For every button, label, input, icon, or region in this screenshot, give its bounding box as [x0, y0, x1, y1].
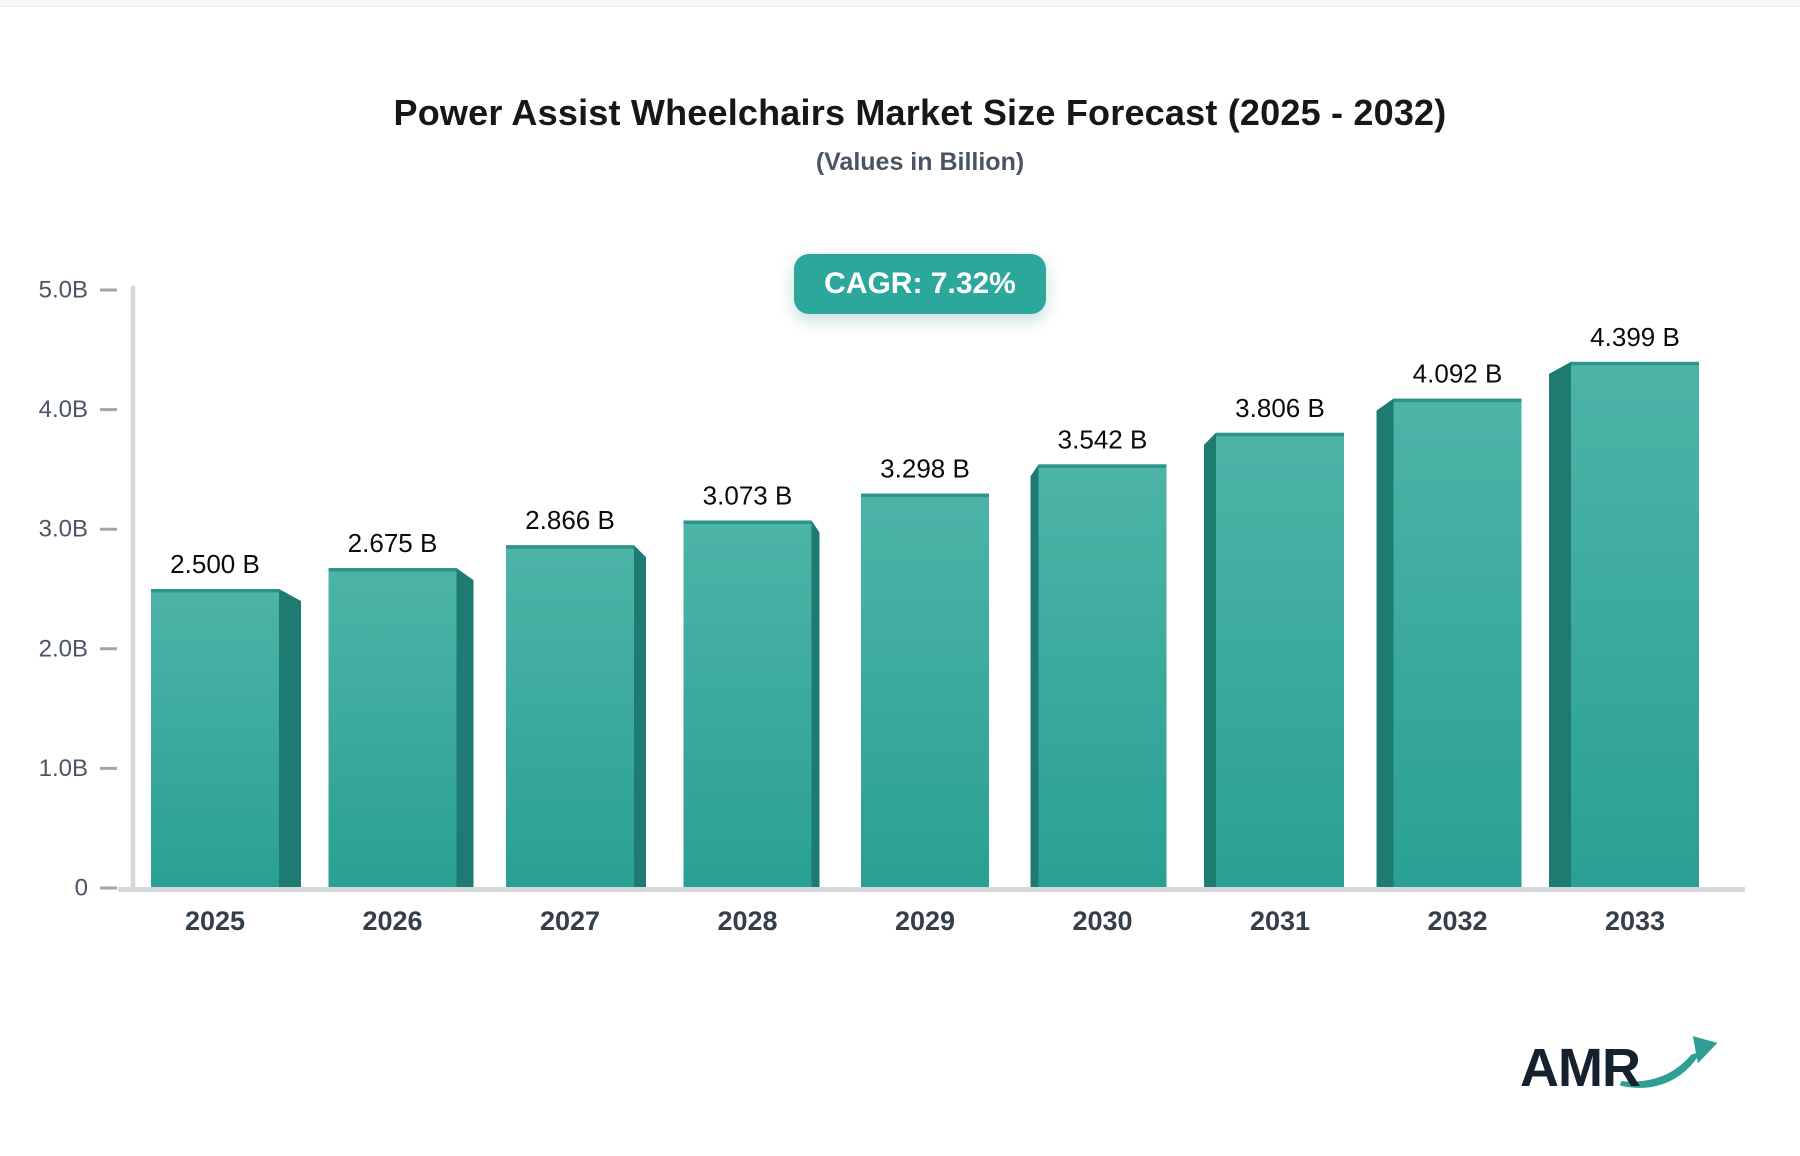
x-axis-label: 2030 [1072, 906, 1132, 936]
x-axis-label: 2025 [185, 906, 245, 936]
bar [328, 568, 457, 888]
bar-side-face [456, 568, 474, 888]
growth-arrow-icon [1619, 1036, 1718, 1088]
x-axis-label: 2033 [1605, 906, 1665, 936]
x-axis-label: 2031 [1250, 906, 1310, 936]
bar-top-edge [328, 568, 457, 572]
bar-value-label: 2.866 B [525, 505, 615, 535]
x-axis-label: 2026 [362, 906, 422, 936]
y-tick-label: 2.0B [39, 635, 88, 662]
bar-top-edge [151, 589, 279, 593]
chart-title: Power Assist Wheelchairs Market Size For… [393, 92, 1447, 133]
x-axis-label: 2028 [717, 906, 777, 936]
bar [683, 520, 812, 888]
y-tick-label: 0 [75, 875, 88, 902]
bar-side-face [1204, 432, 1216, 888]
bar [1571, 361, 1699, 888]
amr-logo: AMR [1520, 1028, 1720, 1108]
top-strip [0, 0, 1800, 7]
bar-top-edge [683, 520, 812, 524]
bar-top-edge [1393, 398, 1522, 403]
bar-side-face [1549, 361, 1571, 888]
bar-value-label: 3.542 B [1058, 424, 1148, 454]
bar-value-label: 2.675 B [348, 528, 438, 558]
amr-logo-text: AMR [1520, 1038, 1641, 1098]
y-tick-label: 5.0B [39, 277, 88, 304]
bar-side-face [634, 545, 646, 888]
bar [1216, 432, 1344, 888]
y-tick-label: 1.0B [39, 755, 88, 782]
bar-side-face [279, 589, 301, 888]
bar-top-edge [1038, 464, 1167, 468]
bar-value-label: 3.073 B [703, 480, 793, 510]
bar-side-face [1376, 398, 1394, 888]
bar [1393, 398, 1522, 888]
y-tick-label: 3.0B [39, 516, 88, 543]
y-tick-label: 4.0B [39, 396, 88, 423]
bar-value-label: 2.500 B [170, 549, 260, 579]
bar [151, 589, 279, 888]
bar-side-face [811, 520, 820, 888]
bar-value-label: 4.399 B [1590, 322, 1680, 352]
bar-top-edge [861, 493, 989, 498]
bar [1038, 464, 1167, 888]
bar-side-face [1030, 464, 1039, 888]
bar-value-label: 3.806 B [1235, 393, 1325, 423]
bar [861, 493, 989, 888]
x-axis-label: 2029 [895, 906, 955, 936]
x-axis-label: 2027 [540, 906, 600, 936]
chart-subtitle: (Values in Billion) [815, 148, 1025, 176]
bar-value-label: 4.092 B [1413, 359, 1503, 389]
bar-top-edge [1216, 432, 1344, 437]
bar [506, 545, 634, 888]
chart-header: Power Assist Wheelchairs Market Size For… [40, 92, 1800, 177]
bar-top-edge [506, 545, 634, 549]
x-axis-label: 2032 [1427, 906, 1487, 936]
bar-value-label: 3.298 B [880, 454, 970, 484]
bar-top-edge [1571, 361, 1699, 366]
